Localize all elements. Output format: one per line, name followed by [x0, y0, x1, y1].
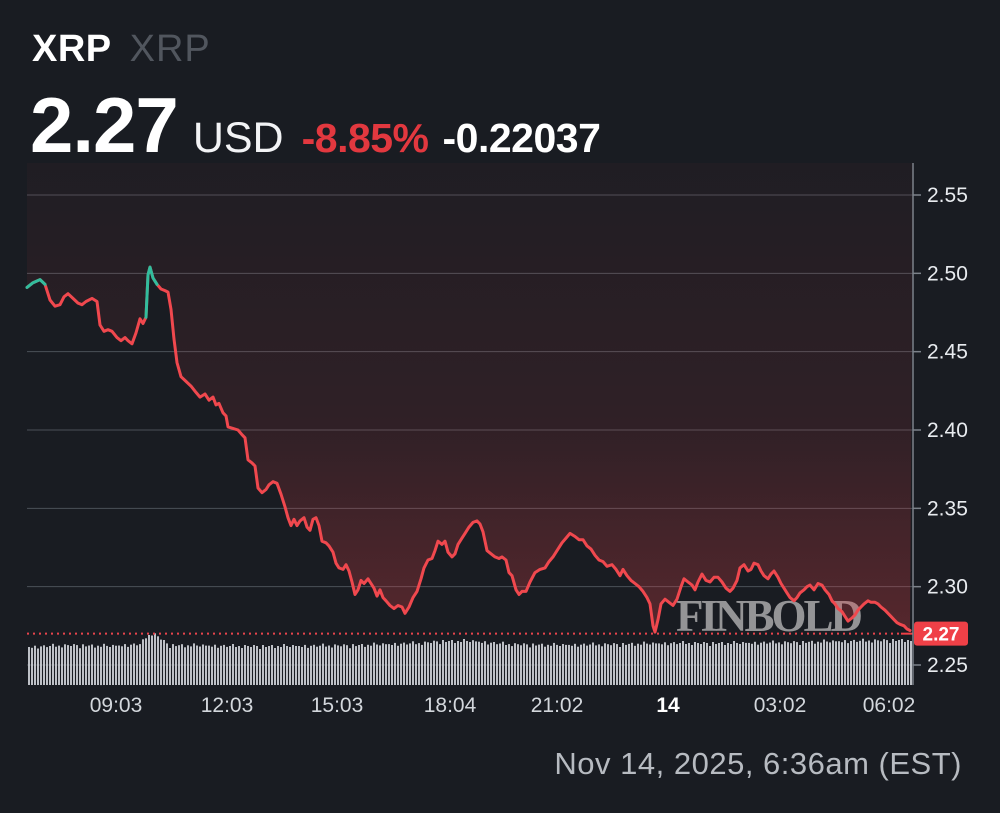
price-line-up-segment [144, 265, 159, 319]
y-tick-label: 2.30 [927, 576, 968, 599]
x-tick-label: 21:02 [531, 694, 584, 717]
price-currency: USD [192, 114, 284, 162]
price-row: 2.27 USD -8.85% -0.22037 [30, 81, 601, 169]
x-tick-label: 14 [656, 694, 680, 717]
y-axis-labels: 2.55 2.50 2.45 2.40 2.35 2.30 2.25 [913, 184, 968, 677]
x-tick-label: 15:03 [311, 694, 364, 717]
price-line [25, 265, 912, 634]
symbol-name: XRP [129, 28, 211, 70]
y-tick-label: 2.50 [927, 262, 968, 285]
y-tick-label: 2.45 [927, 341, 968, 364]
price-chart: FINBOLD 2.55 2.50 2.45 2.40 2.35 2.30 2.25 2.27… [25, 163, 968, 717]
price-change-percent: -8.85% [301, 115, 429, 161]
price-change-absolute: -0.22037 [442, 115, 601, 161]
y-tick-label: 2.35 [927, 497, 968, 520]
x-tick-label: 03:02 [754, 694, 807, 717]
x-tick-label: 18:04 [424, 694, 477, 717]
y-tick-label: 2.25 [927, 654, 968, 677]
price-line-up-segment [25, 278, 47, 289]
y-tick-label: 2.40 [927, 419, 968, 442]
volume-bars [28, 633, 912, 686]
current-price: 2.27 [30, 81, 179, 169]
x-tick-label: 06:02 [863, 694, 916, 717]
current-price-badge: 2.27 [914, 621, 968, 646]
price-area-fill [27, 163, 913, 633]
current-price-badge-label: 2.27 [923, 625, 960, 646]
x-tick-label: 09:03 [90, 694, 143, 717]
timestamp: Nov 14, 2025, 6:36am (EST) [554, 746, 962, 781]
price-chart-svg: 2.55 2.50 2.45 2.40 2.35 2.30 2.25 2.27 09:03 12:… [25, 163, 968, 717]
x-axis-labels: 09:03 12:03 15:03 18:04 21:02 14 03:02 06:02 [90, 694, 916, 717]
y-tick-label: 2.55 [927, 184, 968, 207]
x-tick-label: 12:03 [201, 694, 254, 717]
symbol-ticker: XRP [32, 28, 112, 70]
symbol-row: XRP XRP [32, 28, 211, 71]
